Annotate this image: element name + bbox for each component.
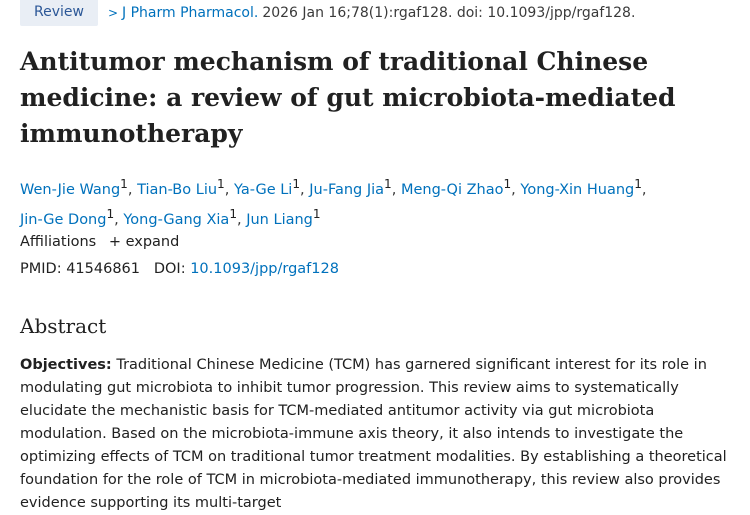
article-type-badge: Review bbox=[20, 0, 98, 26]
author-item[interactable]: Tian-Bo Liu1 bbox=[137, 177, 225, 198]
author-link[interactable]: Meng-Qi Zhao bbox=[400, 181, 504, 198]
affiliation-marker[interactable]: 1 bbox=[503, 177, 512, 191]
article-title: Antitumor mechanism of traditional Chine… bbox=[20, 47, 676, 148]
affiliation-marker[interactable]: 1 bbox=[634, 177, 642, 191]
affiliations-label: Affiliations bbox=[20, 234, 97, 250]
author-item[interactable]: Yong-Gang Xia1 bbox=[123, 207, 237, 228]
affiliation-marker[interactable]: 1 bbox=[229, 206, 237, 221]
author-item[interactable]: Meng-Qi Zhao1 bbox=[400, 177, 511, 198]
expand-label: expand bbox=[125, 234, 180, 250]
journal-link[interactable]: > J Pharm Pharmacol. bbox=[108, 5, 258, 21]
identifiers: PMID: 41546861 DOI: 10.1093/jpp/rgaf128 bbox=[20, 261, 339, 277]
affiliation-marker[interactable]: 1 bbox=[217, 177, 225, 191]
author-link[interactable]: Ju-Fang Jia bbox=[309, 181, 385, 198]
objectives-text: Traditional Chinese Medicine (TCM) has g… bbox=[20, 357, 727, 511]
author-item[interactable]: Jin-Ge Dong1 bbox=[20, 207, 114, 228]
journal-name[interactable]: J Pharm Pharmacol. bbox=[122, 5, 259, 21]
doi-link[interactable]: 10.1093/jpp/rgaf128 bbox=[190, 261, 339, 277]
affiliation-marker[interactable]: 1 bbox=[120, 177, 128, 191]
author-item[interactable]: Wen-Jie Wang1 bbox=[20, 177, 128, 198]
author-item[interactable]: Ju-Fang Jia1 bbox=[309, 177, 391, 198]
author-item[interactable]: Jun Liang1 bbox=[246, 207, 320, 228]
affiliation-marker[interactable]: 1 bbox=[106, 206, 115, 221]
author-link[interactable]: Yong-Gang Xia bbox=[123, 211, 230, 228]
author-link[interactable]: Wen-Jie Wang bbox=[20, 181, 121, 198]
citation-bar: Review > J Pharm Pharmacol. 2026 Jan 16;7… bbox=[20, 0, 635, 26]
affiliation-marker[interactable]: 1 bbox=[312, 206, 321, 221]
plus-icon: + bbox=[108, 234, 121, 250]
abstract-text: Objectives: Traditional Chinese Medicine… bbox=[20, 354, 735, 515]
pmid-value: 41546861 bbox=[66, 261, 141, 277]
affiliation-marker[interactable]: 1 bbox=[292, 177, 301, 191]
expand-button[interactable]: + expand bbox=[109, 234, 180, 250]
affiliations-toggle[interactable]: Affiliations + expand bbox=[20, 234, 179, 250]
doi-label: DOI: bbox=[153, 261, 186, 277]
citation-details: 2026 Jan 16;78(1):rgaf128. doi: 10.1093/… bbox=[262, 5, 636, 21]
objectives-label: Objectives: bbox=[20, 357, 112, 373]
author-item[interactable]: Ya-Ge Li1 bbox=[233, 177, 300, 198]
affiliation-marker[interactable]: 1 bbox=[384, 177, 392, 191]
chevron-right-icon: > bbox=[107, 6, 119, 20]
abstract-heading: Abstract bbox=[20, 314, 107, 338]
author-link[interactable]: Ya-Ge Li bbox=[233, 181, 293, 198]
pmid-label: PMID: bbox=[20, 261, 62, 277]
author-item[interactable]: Yong-Xin Huang1 bbox=[520, 177, 642, 198]
author-link[interactable]: Tian-Bo Liu bbox=[137, 181, 218, 198]
author-link[interactable]: Jin-Ge Dong bbox=[20, 211, 107, 228]
author-link[interactable]: Jun Liang bbox=[246, 211, 313, 228]
authors-list: Wen-Jie Wang1, Tian-Bo Liu1, Ya-Ge Li1, … bbox=[20, 177, 647, 228]
author-link[interactable]: Yong-Xin Huang bbox=[520, 181, 635, 198]
